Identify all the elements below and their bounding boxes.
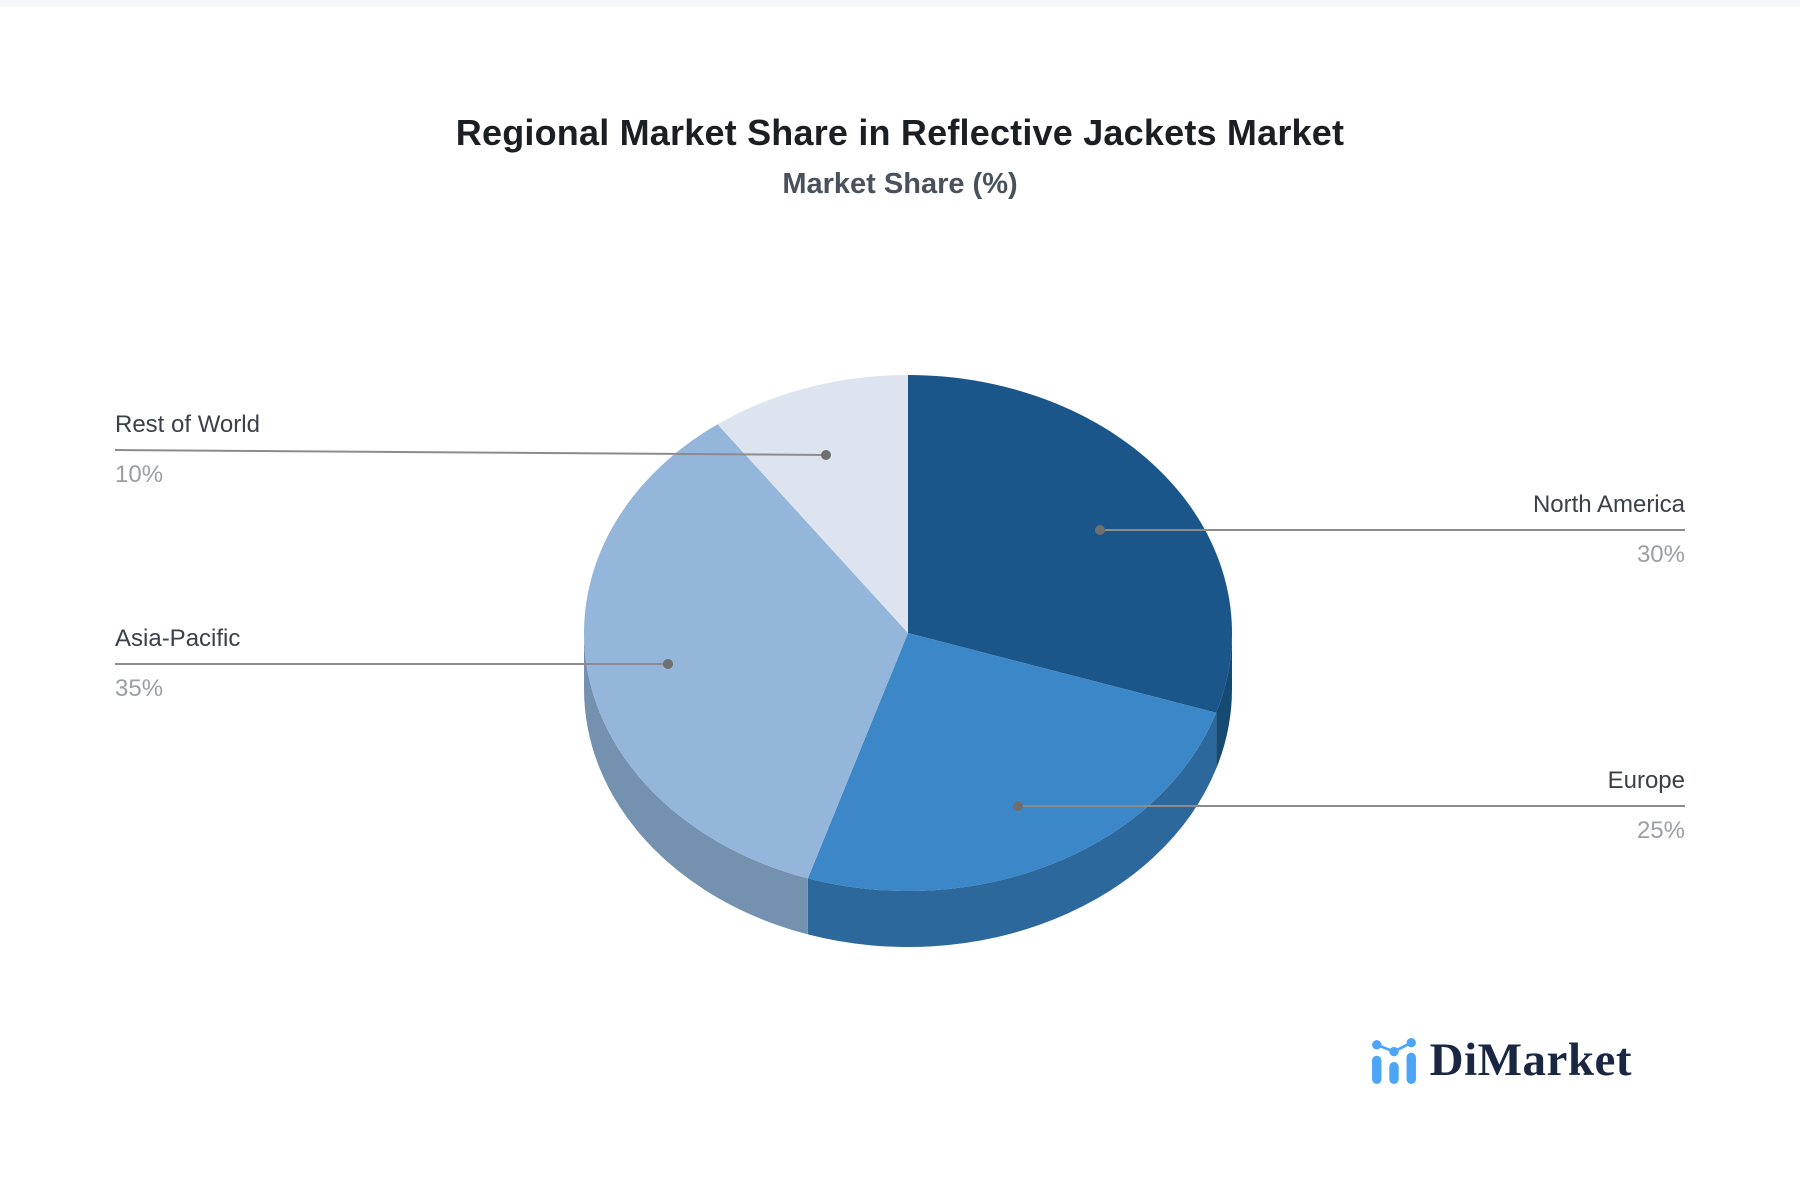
value-asia-pacific: 35% [115,675,164,702]
pie-side-asia-pacific [584,633,808,935]
label-rest-of-world: Rest of World [115,411,260,438]
pie-slice-europe[interactable] [807,633,1217,891]
bar-line-chart-icon [1371,1038,1416,1084]
dimarket-logo: DiMarket [1371,1036,1632,1084]
pie-slice-north-america[interactable] [908,375,1233,713]
leader-dot-europe [1013,801,1023,811]
dimarket-logo-text: DiMarket [1429,1034,1632,1086]
leader-line-rest-of-world [114,449,827,456]
chart-title: Regional Market Share in Reflective Jack… [455,112,1345,153]
top-edge-divider [0,0,1800,6]
pie-slice-asia-pacific[interactable] [584,424,908,879]
leader-dot-asia-pacific [663,659,673,669]
leader-dot-north-america [1095,525,1105,535]
value-north-america: 30% [1636,541,1685,568]
label-asia-pacific: Asia-Pacific [115,625,241,652]
label-north-america: North America [1532,491,1685,518]
pie-side-north-america [1216,633,1232,769]
value-rest-of-world: 10% [115,461,164,488]
pie-side-europe [807,712,1217,947]
leader-dot-rest-of-world [821,450,831,460]
chart-subtitle: Market Share (%) [782,168,1018,200]
label-europe: Europe [1607,767,1685,794]
value-europe: 25% [1636,817,1685,844]
pie-slice-rest-of-world[interactable] [717,375,908,633]
